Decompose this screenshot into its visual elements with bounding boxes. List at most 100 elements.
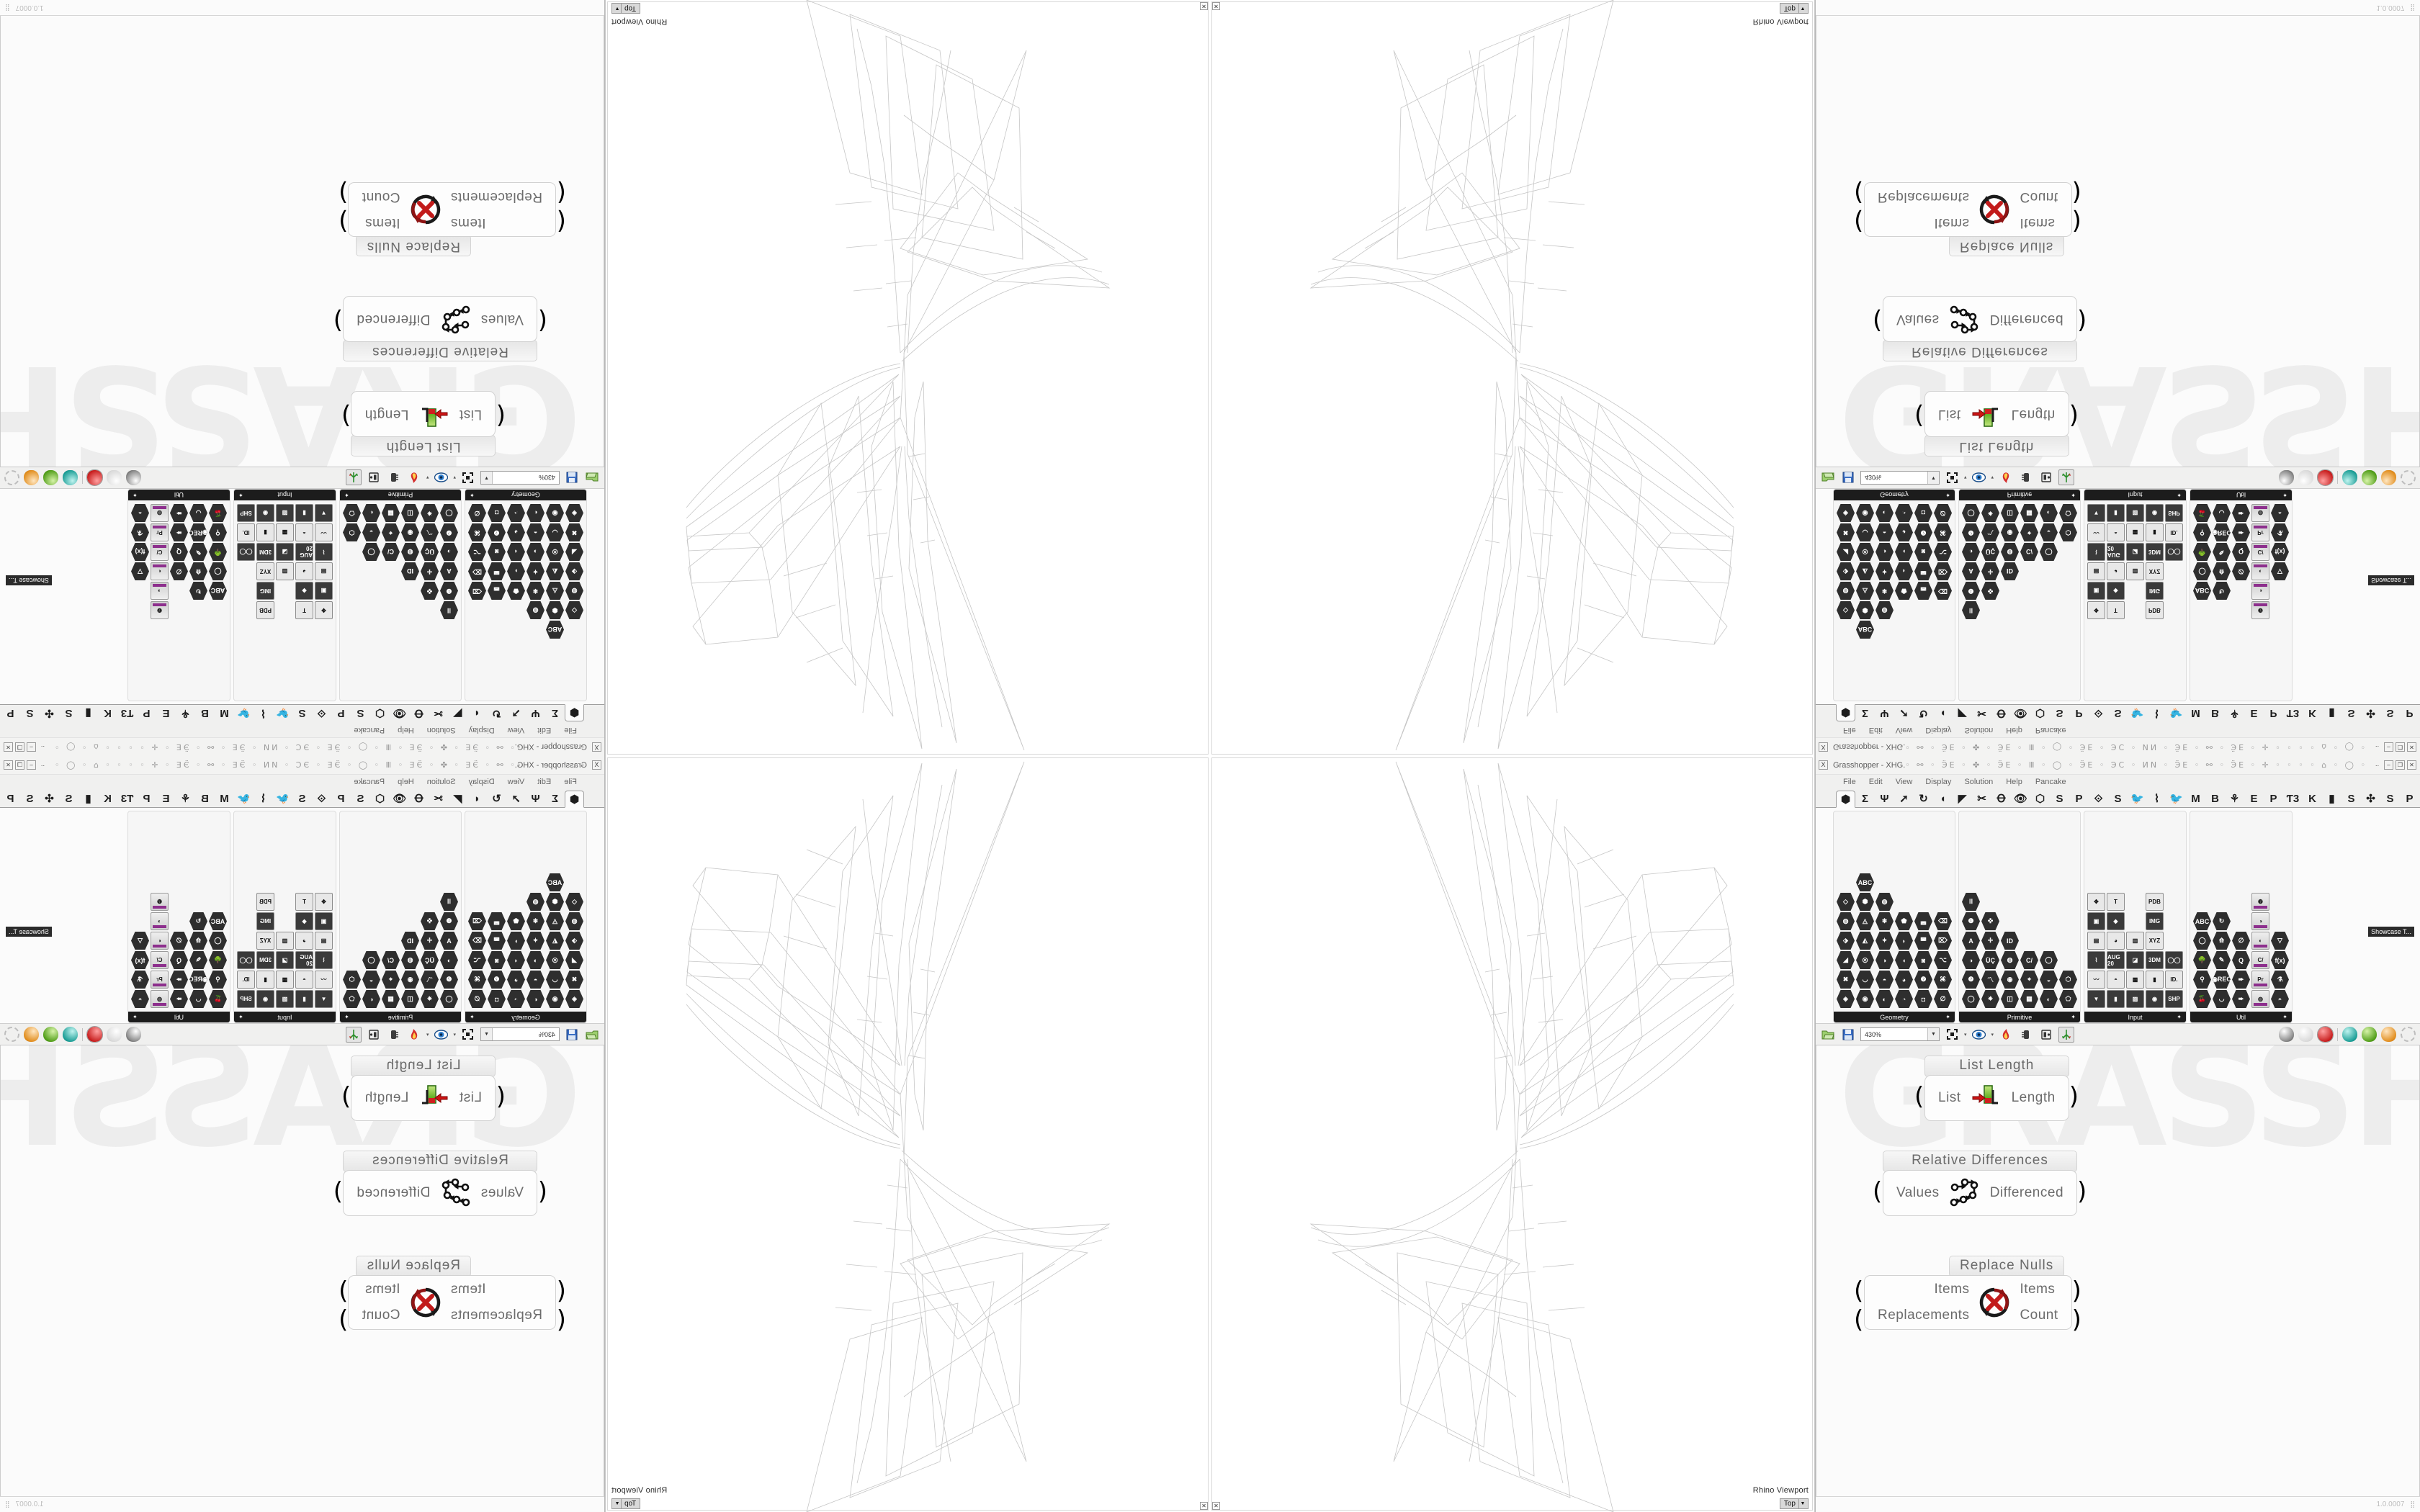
ribbon-tab-2[interactable]: Ψ <box>1880 792 1889 805</box>
ribbon-tab-27[interactable]: ✣ <box>45 793 54 805</box>
ribbon-icon-geometry-3-4[interactable]: ⬟ <box>1895 582 1913 600</box>
ribbon-group-pin-icon[interactable]: ✦ <box>2177 1014 2182 1020</box>
ribbon-icon-util-3-5[interactable]: ❼ <box>2251 893 2269 911</box>
ribbon-icon-geometry-4-1[interactable]: ❼ <box>488 971 506 989</box>
shade-green-icon[interactable] <box>2362 1027 2377 1042</box>
ribbon-icon-util-3-1[interactable]: Pr <box>2251 971 2269 989</box>
ribbon-icon-geometry-2-1[interactable]: ◓ <box>1876 523 1894 541</box>
ribbon-icon-input-4-1[interactable]: ID. <box>237 523 255 541</box>
zoom-level-combobox[interactable]: 430% ▼ <box>480 1027 560 1041</box>
component-replace-nulls[interactable]: Replace Nulls ( ( Items Replacements <box>1854 178 2081 256</box>
ribbon-tab-27[interactable]: ✣ <box>2366 707 2375 719</box>
ribbon-icon-geometry-3-0[interactable]: ◔ <box>1895 990 1913 1008</box>
grasshopper-canvas[interactable]: GRASSHOPPER List Length ( List <box>0 1045 604 1496</box>
ribbon-icon-geometry-1-1[interactable]: ◡ <box>1856 971 1874 989</box>
ribbon-icon-util-2-2[interactable]: Q <box>2232 951 2250 969</box>
menu-bar[interactable]: File Edit View Display Solution Help Pancake <box>1816 723 2420 737</box>
ribbon-icon-input-0-4[interactable]: ▣ <box>315 582 333 600</box>
ribbon-icon-util-3-3[interactable]: ◐ <box>2251 932 2269 950</box>
menu-item-solution[interactable]: Solution <box>1964 726 1994 734</box>
output-grip[interactable]: ) <box>2069 401 2079 430</box>
ribbon-icon-geometry-3-3[interactable]: ◗ <box>507 562 525 580</box>
ribbon-icon-util-3-0[interactable]: ◍ <box>151 990 169 1008</box>
ribbon-icon-geometry-4-2[interactable]: ◙ <box>1914 951 1932 969</box>
bake-flame-icon[interactable] <box>406 470 422 486</box>
ribbon-icon-primitive-4-2[interactable]: ◯ <box>362 951 380 969</box>
ribbon-icon-util-0-0[interactable]: 🍒 <box>209 504 227 522</box>
ribbon-icon-util-4-1[interactable]: ⚗ <box>2271 523 2289 541</box>
ribbon-icon-primitive-4-1[interactable]: ◒ <box>2040 971 2058 989</box>
ribbon-icon-primitive-2-0[interactable]: ◫ <box>401 990 419 1008</box>
param-in-items[interactable]: Items <box>1934 215 1970 230</box>
ribbon-icon-primitive-2-0[interactable]: ◫ <box>401 504 419 522</box>
output-grip-items[interactable]: ) <box>339 1277 349 1305</box>
ribbon-tab-16[interactable]: ⌇ <box>2154 793 2160 805</box>
chevron-down-icon[interactable]: ▼ <box>1798 1499 1806 1508</box>
ribbon-tab-0[interactable]: ⬢ <box>1836 704 1855 721</box>
ribbon-tab-4[interactable]: ↻ <box>1919 707 1928 719</box>
ribbon-icon-primitive-1-3[interactable]: ✛ <box>421 932 439 950</box>
component-body[interactable]: ( Values <box>1873 1170 2087 1216</box>
ribbon-group-pin-icon[interactable]: ✦ <box>344 492 349 498</box>
ribbon-icon-util-1-2[interactable]: ✎ <box>2213 543 2231 561</box>
ribbon-icon-input-0-2[interactable]: ⌇ <box>315 951 333 969</box>
ribbon-tab-17[interactable]: 🐦 <box>2169 707 2183 719</box>
ribbon-tab-2[interactable]: Ψ <box>531 707 540 720</box>
ribbon-tab-14[interactable]: S <box>2114 792 2122 805</box>
ribbon-icon-primitive-1-4[interactable]: ✜ <box>421 582 439 600</box>
ribbon-icon-util-2-2[interactable]: Q <box>2232 543 2250 561</box>
ribbon-icon-input-0-0[interactable]: ▼ <box>2087 990 2105 1008</box>
ribbon-tab-7[interactable]: ✂ <box>1977 793 1986 805</box>
ribbon-icon-input-3-0[interactable]: ◉ <box>2146 504 2164 522</box>
ribbon-icon-geometry-1-4[interactable]: ◬ <box>546 912 564 930</box>
ribbon-tab-12[interactable]: P <box>337 792 345 805</box>
ribbon-group-util[interactable]: 🍒 ⚲ 🌳 ◯ ABC ◡ ◉REC ✎ ⟰ ↻ ➨ ➨ Q ∅ ◍ Pr C/◐ ◑ ❼ ◓ ⚗ f(x) ▽ Util ✦ <box>2190 811 2293 1023</box>
ribbon-tab-8[interactable]: Ꝋ <box>1996 707 2006 719</box>
ribbon-icon-util-0-0[interactable]: 🍒 <box>2193 990 2211 1008</box>
ribbon-tab-7[interactable]: ✂ <box>434 707 443 719</box>
ribbon-icon-geometry-1-1[interactable]: ◡ <box>546 971 564 989</box>
ribbon-tab-6[interactable]: ◤ <box>453 793 462 805</box>
ribbon-icon-geometry-0-0[interactable]: ◈ <box>565 504 583 522</box>
component-body[interactable]: ( ( Items Replacements <box>339 178 566 237</box>
input-grip-replacements[interactable]: ( <box>556 178 566 207</box>
ribbon-icon-primitive-0-2[interactable]: ◑ <box>440 543 458 561</box>
ribbon-icon-input-1-0[interactable]: ▮ <box>2107 990 2125 1008</box>
ribbon-icon-input-0-5[interactable]: ✥ <box>315 601 333 619</box>
grasshopper-canvas[interactable]: GRASSHOPPER List Length ( List <box>1816 1045 2420 1496</box>
shade-green-icon[interactable] <box>43 470 58 485</box>
viewport-view-dropdown[interactable]: Top ▼ <box>1779 3 1809 14</box>
ribbon-icon-util-4-0[interactable]: ◓ <box>2271 504 2289 522</box>
ribbon-icon-input-3-1[interactable]: ▮ <box>256 971 274 989</box>
ribbon-icon-util-1-4[interactable]: ↻ <box>2213 912 2231 930</box>
canvas-toolbar[interactable]: 430% ▼ ▾ ▾ <box>1816 467 2420 488</box>
ribbon-icon-util-4-2[interactable]: f(x) <box>131 543 149 561</box>
output-grip-count[interactable]: ) <box>339 1305 349 1334</box>
ribbon-icon-util-4-2[interactable]: f(x) <box>131 951 149 969</box>
component-replace-nulls[interactable]: Replace Nulls ( ( Items Replacements <box>1854 1256 2081 1332</box>
ribbon-icon-primitive-3-1[interactable]: ⌖ <box>382 971 400 989</box>
ribbon-icon-util-2-3[interactable]: ∅ <box>2232 932 2250 950</box>
ribbon-icon-geometry-4-0[interactable]: ◘ <box>1914 504 1932 522</box>
minimize-button[interactable]: – <box>27 760 36 770</box>
open-file-icon[interactable] <box>584 470 600 486</box>
ribbon-icon-input-4-0[interactable]: SHP <box>2165 504 2183 522</box>
sync-branches-icon[interactable] <box>2058 469 2075 486</box>
param-in-replacements[interactable]: Replacements <box>1878 1308 1970 1323</box>
ribbon-icon-util-0-1[interactable]: ⚲ <box>2193 971 2211 989</box>
open-file-icon[interactable] <box>1820 1027 1836 1043</box>
ribbon-icon-input-3-3[interactable]: XYZ <box>256 562 274 580</box>
viewport-close-button[interactable]: ✕ <box>1200 2 1208 10</box>
ribbon-icon-primitive-3-0[interactable]: ▦ <box>382 990 400 1008</box>
viewport-close-button[interactable]: ✕ <box>1212 1502 1220 1510</box>
component-relative-differences[interactable]: Relative Differences ( Values <box>1873 1151 2087 1216</box>
minimize-button[interactable]: – <box>2384 742 2393 752</box>
param-out-differenced[interactable]: Differenced <box>1989 1185 2064 1200</box>
system-menu-icon[interactable]: X <box>592 742 601 752</box>
ribbon-icon-geometry-2-4[interactable]: ❄ <box>526 582 544 600</box>
ribbon-icon-util-3-2[interactable]: C/ <box>151 543 169 561</box>
ribbon-icon-input-1-2[interactable]: AUG 20 <box>295 543 313 561</box>
component-body[interactable]: ( List <box>1914 1075 2079 1121</box>
ribbon-icon-util-1-1[interactable]: ◉REC <box>189 523 207 541</box>
ribbon-tab-strip[interactable]: ⬢ Σ Ψ ➚ ↻ ◖ ◤ ✂ Ꝋ 👁 ⬡ S P ⟐ S 🐦 ⌇ 🐦 M B ⚘ E P Ƭ3 K ▮ S ✣ S P <box>0 789 604 808</box>
